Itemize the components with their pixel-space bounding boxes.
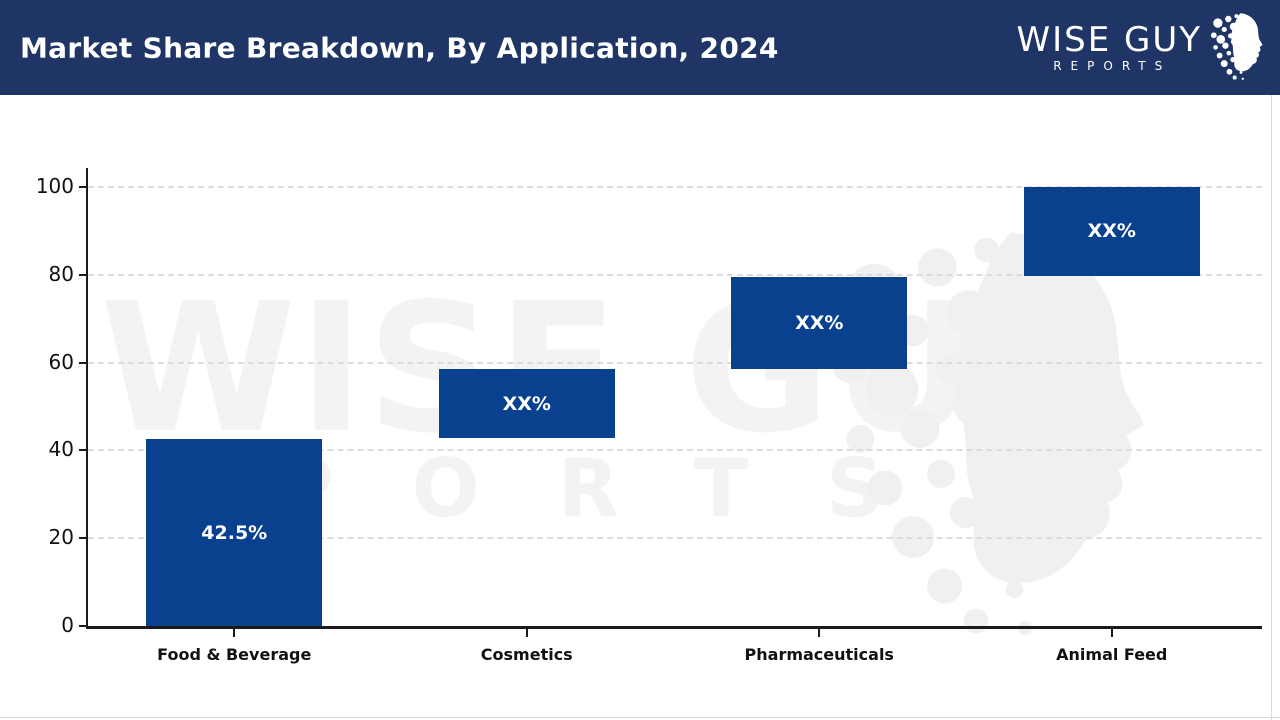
x-tick-cosmetics xyxy=(525,629,528,637)
gridline-20 xyxy=(88,537,1262,540)
y-tick-60 xyxy=(79,361,88,364)
bar-pharmaceuticals: XX% xyxy=(731,276,908,370)
gridline-100 xyxy=(88,186,1262,188)
y-tick-80 xyxy=(79,273,88,276)
y-tick-0 xyxy=(79,625,88,627)
y-tick-label-60: 60 xyxy=(48,349,74,374)
logo-subtext: REPORTS xyxy=(1053,59,1172,74)
bar-cosmetics: XX% xyxy=(438,369,615,439)
y-tick-100 xyxy=(79,186,88,188)
gridline-60 xyxy=(88,361,1262,364)
x-label-pharmaceuticals: Pharmaceuticals xyxy=(744,645,894,664)
x-tick-pharmaceuticals xyxy=(818,629,821,637)
gridline-40 xyxy=(88,449,1262,452)
y-tick-20 xyxy=(79,537,88,540)
gridline-80 xyxy=(88,273,1262,276)
y-tick-label-0: 0 xyxy=(61,613,74,637)
y-tick-label-20: 20 xyxy=(48,525,74,550)
page-border-right xyxy=(1271,95,1272,720)
x-label-food-beverage: Food & Beverage xyxy=(157,645,312,664)
page-border-bottom xyxy=(0,717,1280,718)
bar-animal-feed: XX% xyxy=(1023,187,1200,276)
x-label-cosmetics: Cosmetics xyxy=(480,645,573,664)
bar-value-label-pharmaceuticals: XX% xyxy=(795,312,844,335)
brand-logo: WISE GUY REPORTS xyxy=(1016,6,1266,90)
y-axis-line xyxy=(86,168,88,629)
watermark-subtext: PORTS xyxy=(275,442,962,535)
logo-text: WISE GUY REPORTS xyxy=(1016,19,1202,74)
bar-value-label-cosmetics: XX% xyxy=(502,392,551,415)
y-tick-label-100: 100 xyxy=(35,174,74,198)
x-axis-line xyxy=(86,626,1262,629)
y-tick-label-80: 80 xyxy=(48,261,74,286)
bar-food-beverage: 42.5% xyxy=(146,439,323,626)
y-tick-label-40: 40 xyxy=(48,437,74,462)
x-tick-animal-feed xyxy=(1110,629,1113,637)
logo-wordmark: WISE GUY xyxy=(1016,19,1202,60)
logo-head-icon xyxy=(1210,13,1263,80)
x-label-animal-feed: Animal Feed xyxy=(1056,645,1168,664)
bar-value-label-animal-feed: XX% xyxy=(1087,220,1136,243)
bar-value-label-food-beverage: 42.5% xyxy=(201,521,268,544)
header-bar: Market Share Breakdown, By Application, … xyxy=(0,0,1280,95)
x-tick-food-beverage xyxy=(233,629,236,637)
page-title: Market Share Breakdown, By Application, … xyxy=(20,31,779,64)
y-tick-40 xyxy=(79,449,88,452)
